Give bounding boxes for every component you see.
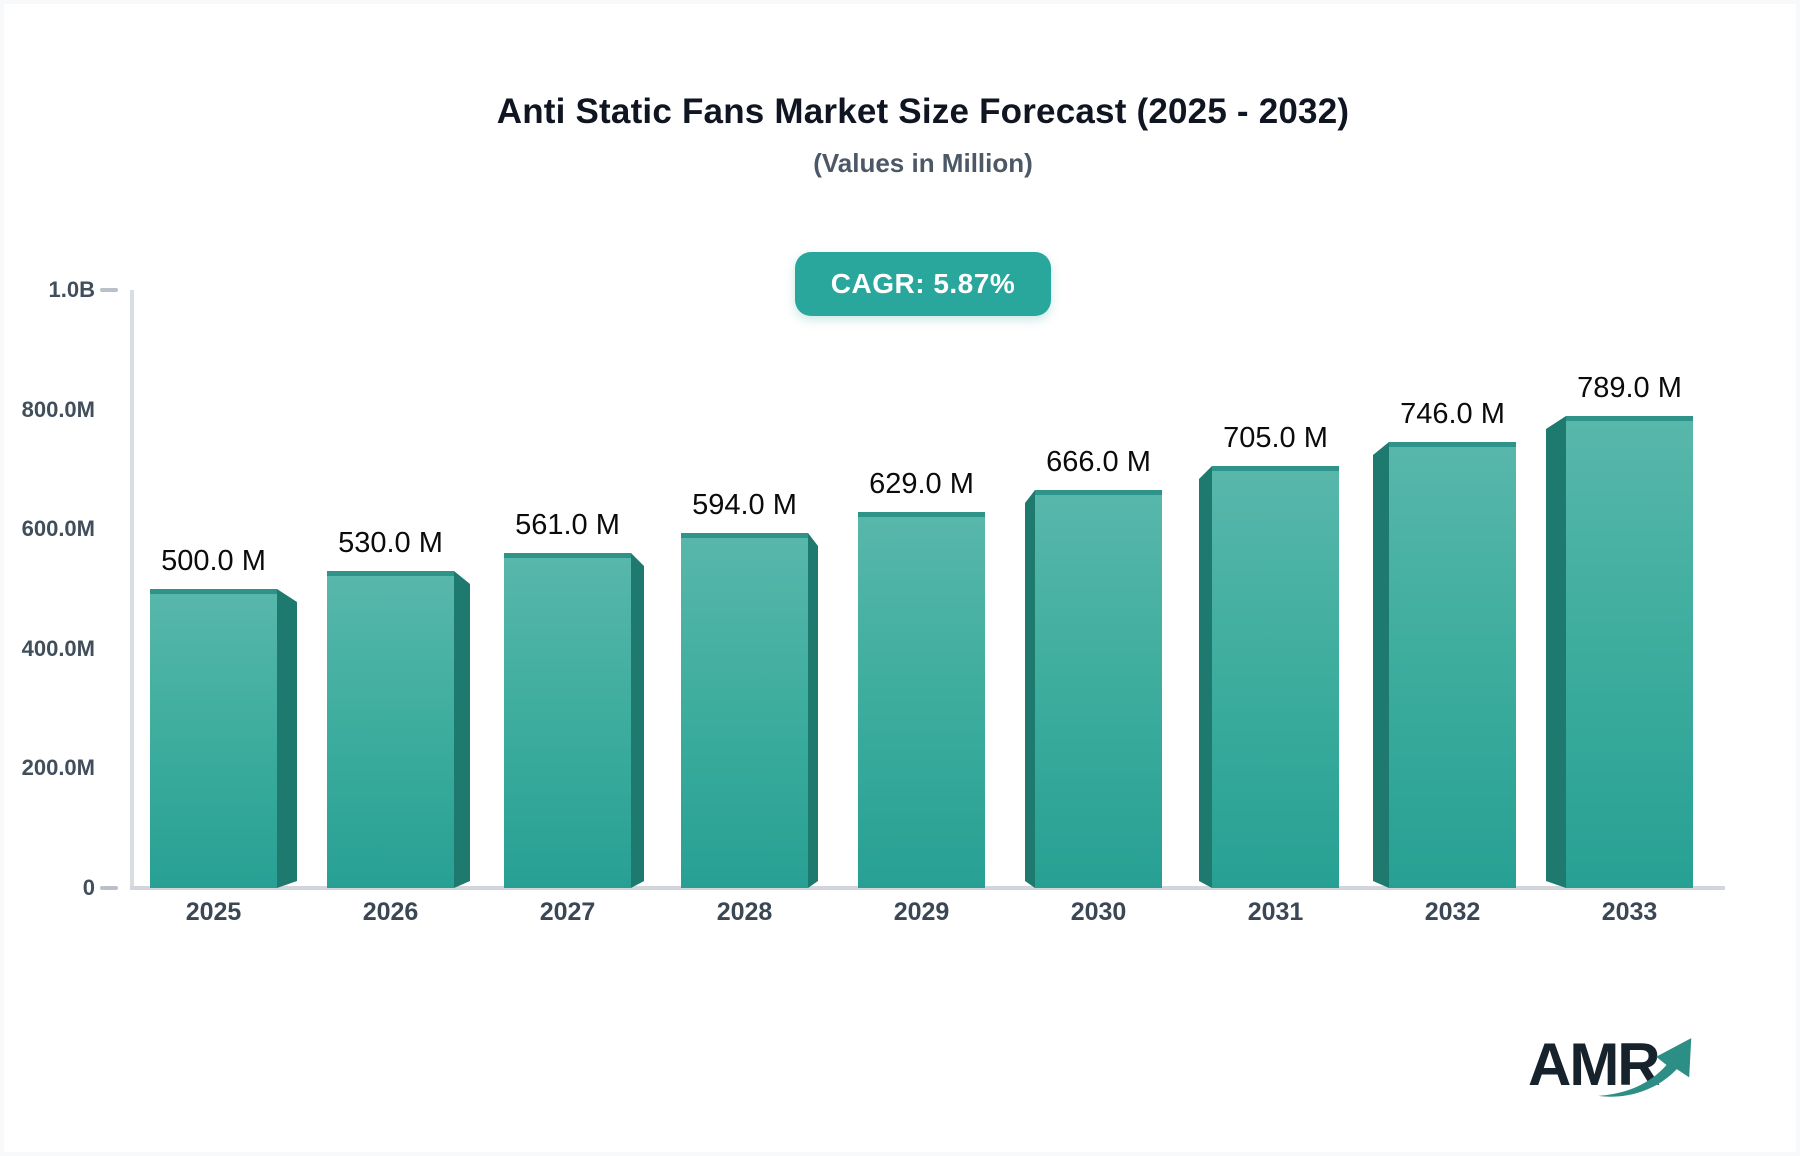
bar-2031[interactable] [1212, 466, 1339, 888]
bar-value-label-2030: 666.0 M [1046, 446, 1151, 478]
y-tick-label-600.0M: 600.0M [21, 516, 95, 542]
amr-logo: AMR [1528, 1030, 1718, 1110]
growth-arrow-icon [1598, 1038, 1692, 1097]
bar-2033[interactable] [1566, 416, 1693, 888]
bar-2030[interactable] [1035, 490, 1162, 888]
x-axis-label-2030: 2030 [1070, 898, 1127, 926]
page-title: Anti Static Fans Market Size Forecast (2… [496, 92, 1350, 131]
bar-side-2027 [631, 553, 644, 888]
x-axis-label-2026: 2026 [362, 898, 419, 926]
cagr-badge-row: CAGR: 5.87% [48, 252, 1798, 316]
bar-side-2028 [808, 533, 818, 888]
y-tick-label-1.0B: 1.0B [48, 277, 95, 302]
bar-side-2031 [1199, 466, 1212, 888]
x-axis-label-2031: 2031 [1247, 898, 1304, 926]
bar-side-2026 [454, 571, 470, 888]
bar-2032[interactable] [1389, 442, 1516, 888]
x-axis-baseline [130, 886, 1725, 890]
x-axis-label-2027: 2027 [539, 898, 596, 926]
y-tick-label-0: 0 [82, 875, 95, 900]
x-axis-label-2032: 2032 [1424, 898, 1481, 926]
y-tick-label-400.0M: 400.0M [21, 635, 95, 661]
bar-value-label-2025: 500.0 M [161, 545, 266, 577]
bar-value-label-2031: 705.0 M [1223, 422, 1328, 454]
y-axis-line [130, 290, 134, 890]
y-tick-mark-1.0B [100, 288, 118, 292]
bar-side-2032 [1373, 442, 1389, 888]
bar-2027[interactable] [504, 553, 631, 888]
bar-value-label-2033: 789.0 M [1577, 372, 1682, 404]
bar-2029[interactable] [858, 512, 985, 888]
header: Anti Static Fans Market Size Forecast (2… [48, 0, 1798, 340]
bar-2026[interactable] [327, 571, 454, 888]
x-axis-label-2033: 2033 [1601, 898, 1658, 926]
bar-value-label-2027: 561.0 M [515, 509, 620, 541]
bar-side-2030 [1025, 490, 1035, 888]
y-tick-label-800.0M: 800.0M [21, 396, 95, 422]
bar-side-2025 [277, 589, 297, 888]
cagr-badge: CAGR: 5.87% [794, 252, 1052, 316]
bar-value-label-2028: 594.0 M [692, 489, 797, 521]
bar-value-label-2029: 629.0 M [869, 468, 974, 500]
x-axis-label-2028: 2028 [716, 898, 773, 926]
page-subtitle: (Values in Million) [813, 148, 1033, 178]
bar-2028[interactable] [681, 533, 808, 888]
x-axis-label-2025: 2025 [185, 898, 242, 926]
bar-value-label-2032: 746.0 M [1400, 398, 1505, 430]
x-axis-label-2029: 2029 [893, 898, 950, 926]
bar-value-label-2026: 530.0 M [338, 527, 443, 559]
y-tick-mark-0 [100, 886, 118, 890]
y-tick-label-200.0M: 200.0M [21, 755, 95, 781]
bar-side-2033 [1546, 416, 1566, 888]
bar-2025[interactable] [150, 589, 277, 888]
